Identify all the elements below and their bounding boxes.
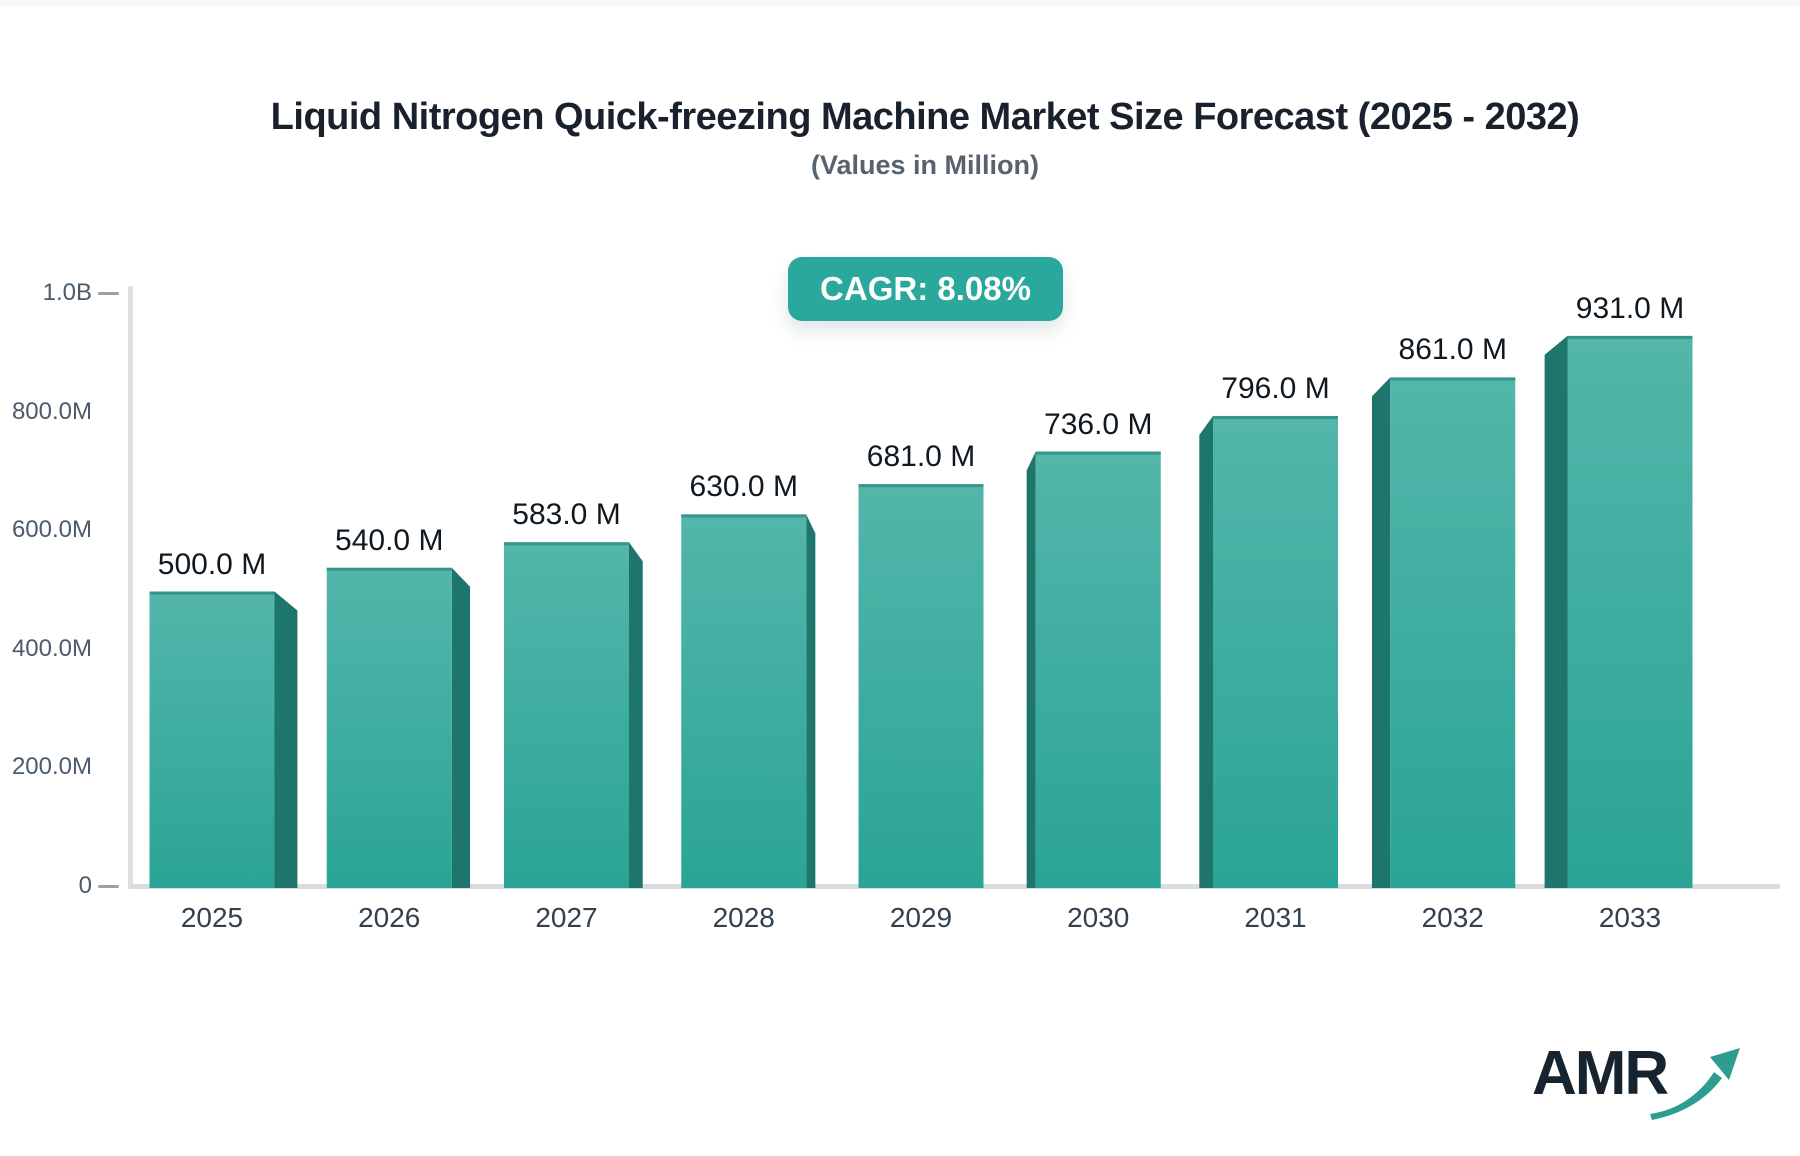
bar-value-label: 681.0 M [866,440,976,474]
x-axis-tick-label: 2028 [712,902,775,933]
x-axis-tick-label: 2029 [889,902,953,933]
bar-2030[interactable] [1026,451,1161,888]
y-axis-line [128,286,133,888]
y-axis-tick-label: 1.0B [42,279,92,306]
y-axis-tick-label: 400.0M [11,634,92,662]
x-axis-tick-label: 2025 [180,902,244,933]
bar-value-label: 500.0 M [157,547,267,581]
bar-2032[interactable] [1371,377,1516,888]
chart-title: Liquid Nitrogen Quick-freezing Machine M… [270,96,1580,138]
bar-front-face [1213,415,1338,888]
bar-value-label: 540.0 M [335,523,444,557]
bar-front-face [681,514,807,888]
x-axis-tick-label: 2026 [358,902,421,933]
bar-top-edge [1390,377,1516,381]
x-axis-tick-label: 2032 [1421,902,1484,933]
card-top-border [0,0,1800,6]
bar-2031[interactable] [1199,415,1338,888]
bar-top-edge [1035,451,1161,455]
bar-front-face [326,567,452,888]
bar-top-edge [326,567,452,571]
bar-front-face [1390,377,1516,888]
bar-value-label: 583.0 M [512,498,621,532]
y-axis-tick-mark [98,885,119,888]
x-axis-tick-label: 2027 [535,902,598,933]
bar-front-face [149,591,275,888]
y-axis-tick-label: 800.0M [11,397,92,425]
bar-front-face [504,542,629,888]
bar-side-face [806,514,816,888]
bar-value-label: 736.0 M [1044,407,1153,441]
bar-value-label: 630.0 M [689,470,798,504]
bar-front-face [1567,335,1693,888]
bar-top-edge [149,591,275,595]
bar-top-edge [858,484,984,488]
amr-logo-text: AMR [1532,1039,1669,1108]
bar-side-face [1026,451,1036,888]
y-axis-tick-mark [98,292,119,295]
bar-2029[interactable] [858,484,984,888]
bar-2025[interactable] [149,591,298,889]
y-axis-tick-label: 200.0M [11,753,92,781]
y-axis-tick-label: 0 [78,872,92,899]
cagr-badge: CAGR: 8.08% [788,257,1063,321]
bar-top-edge [681,514,807,518]
bar-side-face [274,591,298,888]
bar-front-face [858,484,984,888]
bar-top-edge [1567,335,1693,339]
bar-2026[interactable] [326,567,471,888]
bar-side-face [629,542,643,888]
bar-value-label: 796.0 M [1221,371,1330,405]
bar-2033[interactable] [1544,335,1693,888]
bar-front-face [1035,451,1161,888]
bar-value-label: 861.0 M [1398,333,1507,367]
amr-logo: AMR [1520,1030,1760,1130]
bar-2027[interactable] [504,542,643,888]
x-axis-tick-label: 2031 [1244,902,1307,933]
bar-side-face [1371,377,1391,888]
growth-arrow-icon [1650,1048,1740,1120]
bar-top-edge [1213,415,1338,419]
bar-top-edge [504,542,629,546]
y-axis-tick-label: 600.0M [11,516,92,544]
bar-value-label: 931.0 M [1575,291,1685,325]
x-axis-tick-label: 2030 [1067,902,1130,933]
bar-2028[interactable] [681,514,816,888]
bar-side-face [1199,415,1213,888]
x-axis-tick-label: 2033 [1598,902,1662,933]
chart-subtitle: (Values in Million) [810,150,1040,180]
bar-side-face [451,567,471,888]
bar-side-face [1544,335,1568,888]
